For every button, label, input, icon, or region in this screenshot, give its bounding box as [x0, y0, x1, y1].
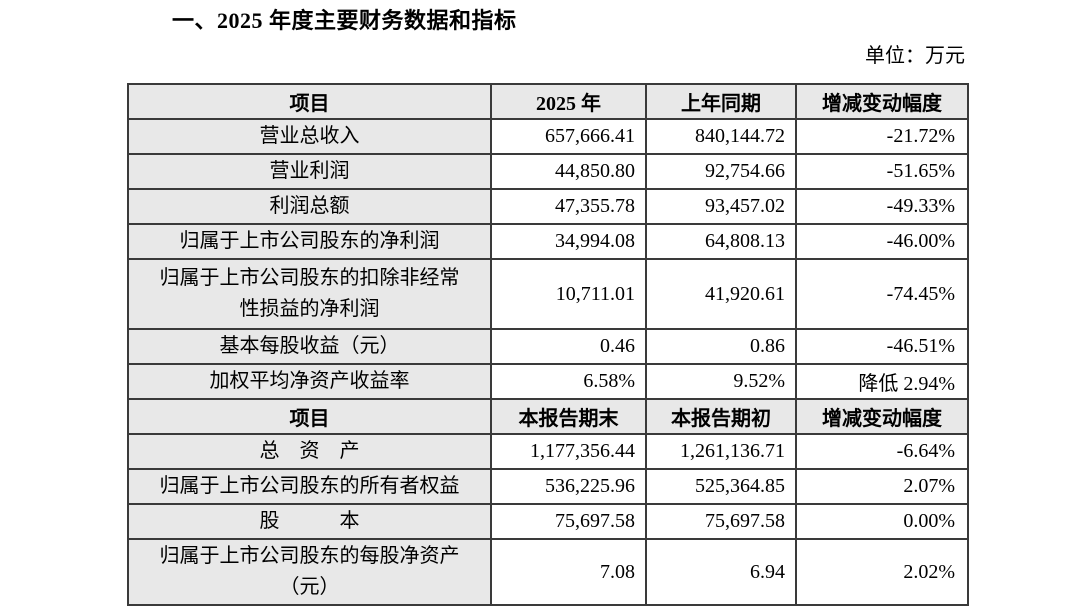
table-header-row-balance: 项目 本报告期末 本报告期初 增减变动幅度 [127, 398, 969, 435]
header-item: 项目 [127, 398, 492, 435]
row-prior-value: 75,697.58 [645, 503, 797, 540]
table-row: 基本每股收益（元） 0.46 0.86 -46.51% [127, 328, 969, 365]
row-change-value: -46.51% [795, 328, 969, 365]
row-prior-value: 9.52% [645, 363, 797, 400]
header-period-start: 本报告期初 [645, 398, 797, 435]
table-row: 股 本 75,697.58 75,697.58 0.00% [127, 503, 969, 540]
row-change-value: -21.72% [795, 118, 969, 155]
row-change-value: -74.45% [795, 258, 969, 330]
row-label: 归属于上市公司股东的所有者权益 [127, 468, 492, 505]
row-label: 归属于上市公司股东的净利润 [127, 223, 492, 260]
row-prior-value: 6.94 [645, 538, 797, 606]
row-label: 归属于上市公司股东的扣除非经常 性损益的净利润 [127, 258, 492, 330]
row-change-value: -49.33% [795, 188, 969, 225]
row-prior-value: 93,457.02 [645, 188, 797, 225]
table-row: 利润总额 47,355.78 93,457.02 -49.33% [127, 188, 969, 225]
row-current-value: 0.46 [490, 328, 647, 365]
row-current-value: 47,355.78 [490, 188, 647, 225]
row-change-value: 降低 2.94% [795, 363, 969, 400]
table-row: 归属于上市公司股东的每股净资产 （元） 7.08 6.94 2.02% [127, 538, 969, 606]
row-current-value: 34,994.08 [490, 223, 647, 260]
header-change: 增减变动幅度 [795, 398, 969, 435]
row-change-value: 2.02% [795, 538, 969, 606]
row-current-value: 657,666.41 [490, 118, 647, 155]
row-current-value: 75,697.58 [490, 503, 647, 540]
row-change-value: 2.07% [795, 468, 969, 505]
table-row: 归属于上市公司股东的扣除非经常 性损益的净利润 10,711.01 41,920… [127, 258, 969, 330]
row-prior-value: 840,144.72 [645, 118, 797, 155]
table-row: 归属于上市公司股东的所有者权益 536,225.96 525,364.85 2.… [127, 468, 969, 505]
header-prior-period: 上年同期 [645, 83, 797, 120]
row-label: 利润总额 [127, 188, 492, 225]
table-row: 营业总收入 657,666.41 840,144.72 -21.72% [127, 118, 969, 155]
table-row: 加权平均净资产收益率 6.58% 9.52% 降低 2.94% [127, 363, 969, 400]
row-change-value: -51.65% [795, 153, 969, 190]
row-label: 营业利润 [127, 153, 492, 190]
row-current-value: 44,850.80 [490, 153, 647, 190]
row-label: 归属于上市公司股东的每股净资产 （元） [127, 538, 492, 606]
row-current-value: 6.58% [490, 363, 647, 400]
table-header-row-period: 项目 2025 年 上年同期 增减变动幅度 [127, 83, 969, 120]
row-prior-value: 1,261,136.71 [645, 433, 797, 470]
table-row: 营业利润 44,850.80 92,754.66 -51.65% [127, 153, 969, 190]
header-change: 增减变动幅度 [795, 83, 969, 120]
row-prior-value: 0.86 [645, 328, 797, 365]
header-period-end: 本报告期末 [490, 398, 647, 435]
row-label: 基本每股收益（元） [127, 328, 492, 365]
row-change-value: -46.00% [795, 223, 969, 260]
row-label: 股 本 [127, 503, 492, 540]
table-row: 总 资 产 1,177,356.44 1,261,136.71 -6.64% [127, 433, 969, 470]
row-prior-value: 64,808.13 [645, 223, 797, 260]
financial-data-table: 项目 2025 年 上年同期 增减变动幅度 营业总收入 657,666.41 8… [127, 83, 969, 606]
row-change-value: 0.00% [795, 503, 969, 540]
row-current-value: 536,225.96 [490, 468, 647, 505]
row-current-value: 7.08 [490, 538, 647, 606]
row-prior-value: 525,364.85 [645, 468, 797, 505]
row-label: 加权平均净资产收益率 [127, 363, 492, 400]
header-item: 项目 [127, 83, 492, 120]
row-change-value: -6.64% [795, 433, 969, 470]
row-current-value: 10,711.01 [490, 258, 647, 330]
header-current-year: 2025 年 [490, 83, 647, 120]
row-prior-value: 41,920.61 [645, 258, 797, 330]
table-row: 归属于上市公司股东的净利润 34,994.08 64,808.13 -46.00… [127, 223, 969, 260]
row-label: 营业总收入 [127, 118, 492, 155]
row-current-value: 1,177,356.44 [490, 433, 647, 470]
row-label: 总 资 产 [127, 433, 492, 470]
section-title: 一、2025 年度主要财务数据和指标 [172, 8, 517, 33]
row-prior-value: 92,754.66 [645, 153, 797, 190]
unit-label: 单位：万元 [865, 45, 965, 67]
